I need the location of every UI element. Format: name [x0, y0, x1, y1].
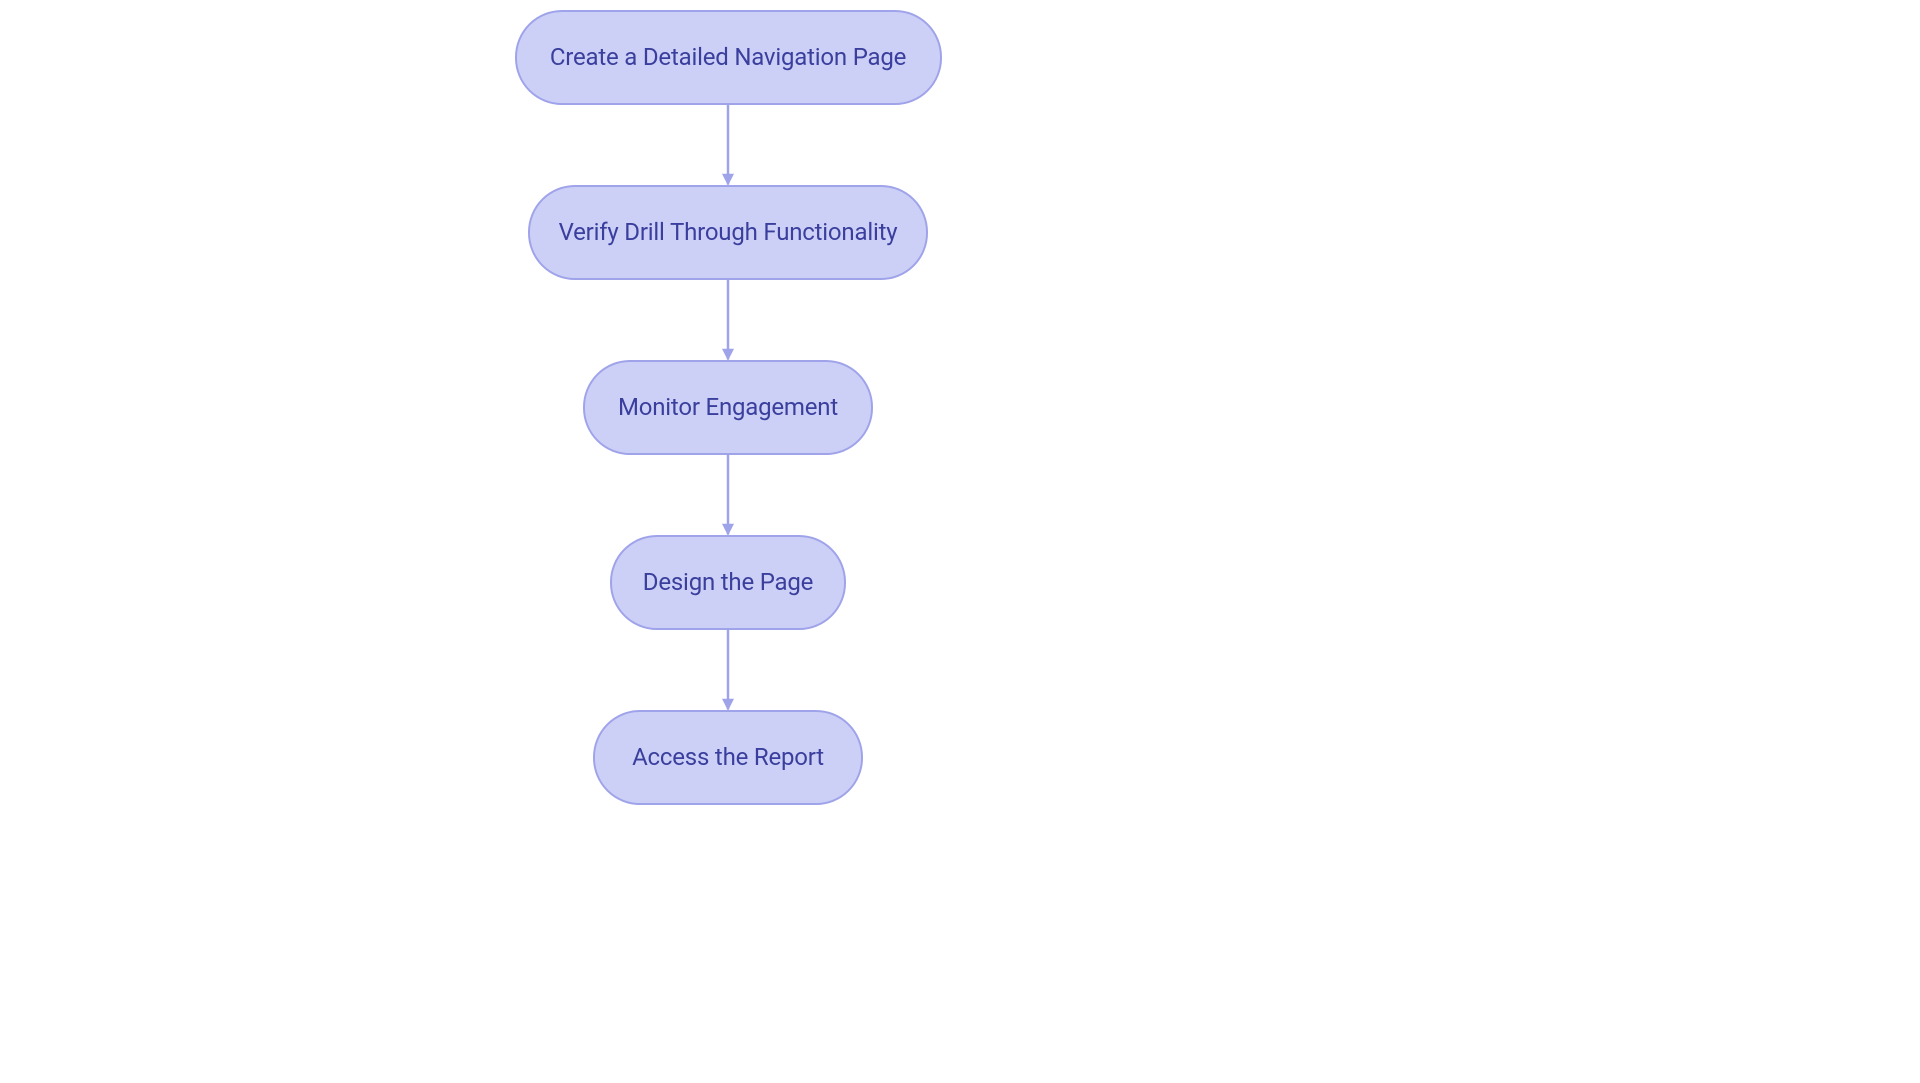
flowchart-node: Monitor Engagement — [583, 360, 873, 455]
flowchart-node: Verify Drill Through Functionality — [528, 185, 928, 280]
flowchart-node-label: Monitor Engagement — [618, 393, 838, 421]
flowchart-node-label: Access the Report — [632, 743, 824, 771]
flowchart-edges — [0, 0, 1920, 1083]
flowchart-node: Create a Detailed Navigation Page — [515, 10, 942, 105]
flowchart-node-label: Create a Detailed Navigation Page — [550, 43, 906, 71]
flowchart-node: Design the Page — [610, 535, 846, 630]
flowchart-node-label: Design the Page — [643, 568, 813, 596]
flowchart-node: Access the Report — [593, 710, 863, 805]
flowchart-canvas: Create a Detailed Navigation Page Verify … — [0, 0, 1920, 1083]
flowchart-node-label: Verify Drill Through Functionality — [559, 218, 898, 246]
